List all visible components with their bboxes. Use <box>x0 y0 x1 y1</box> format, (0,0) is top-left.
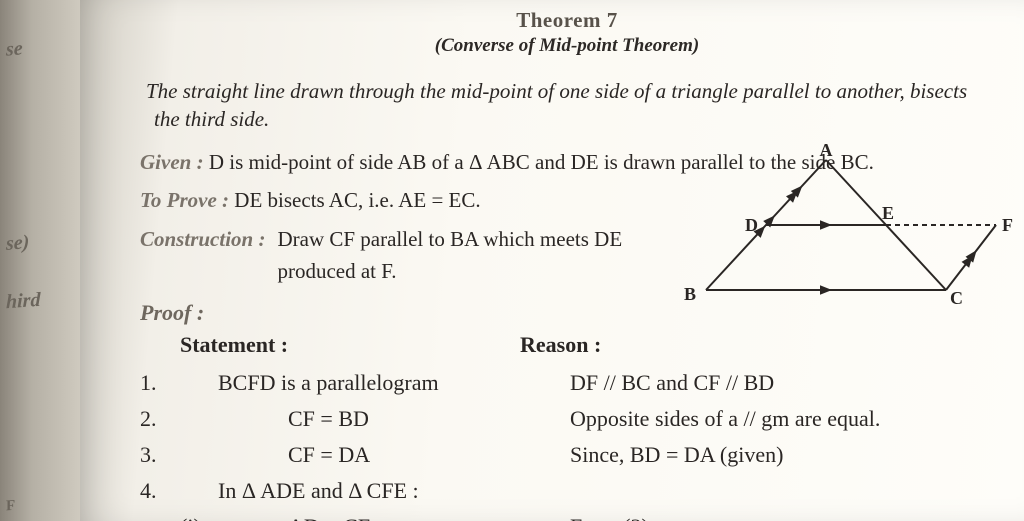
row-num: 1. <box>140 370 168 396</box>
svg-text:A: A <box>820 140 833 160</box>
row-stmt: AD = CF <box>268 514 520 521</box>
construction-text-2: produced at F. <box>277 259 396 283</box>
svg-text:C: C <box>950 288 963 308</box>
row-reason: DF // BC and CF // BD <box>570 370 994 396</box>
statement-header: Statement : <box>140 332 470 358</box>
row-stmt: CF = BD <box>218 406 520 432</box>
row-num: 2. <box>140 406 168 432</box>
proof-row: 3. CF = DA Since, BD = DA (given) <box>140 442 994 468</box>
toprove-text: DE bisects AC, i.e. AE = EC. <box>234 188 480 212</box>
given-label: Given : <box>140 150 204 174</box>
proof-columns: Statement : Reason : <box>140 332 994 370</box>
row-stmt: In Δ ADE and Δ CFE : <box>218 478 520 504</box>
row-reason: Since, BD = DA (given) <box>570 442 994 468</box>
construction-label: Construction : <box>140 223 265 256</box>
edge-text-3: hird <box>6 289 40 314</box>
row-num: 3. <box>140 442 168 468</box>
proof-row: (i) AD = CF From (3) <box>140 514 994 521</box>
page-content: Theorem 7 (Converse of Mid-point Theorem… <box>80 0 1024 521</box>
svg-text:F: F <box>1002 215 1013 235</box>
svg-text:B: B <box>684 284 696 304</box>
edge-text-4: F <box>6 498 15 516</box>
row-reason: Opposite sides of a // gm are equal. <box>570 406 994 432</box>
edge-text-1: se <box>6 37 23 61</box>
proof-row: 2. CF = BD Opposite sides of a // gm are… <box>140 406 994 432</box>
theorem-number: Theorem 7 <box>140 8 994 33</box>
reason-header: Reason : <box>520 332 994 358</box>
row-stmt: BCFD is a parallelogram <box>218 370 520 396</box>
construction-text-1: Draw CF parallel to BA which meets DE <box>277 227 622 251</box>
edge-text-2: se) <box>6 231 29 256</box>
row-stmt: CF = DA <box>218 442 520 468</box>
svg-text:E: E <box>882 203 894 223</box>
toprove-label: To Prove : <box>140 188 229 212</box>
proof-row: 4. In Δ ADE and Δ CFE : <box>140 478 994 504</box>
book-spine <box>0 0 80 521</box>
theorem-subtitle: (Converse of Mid-point Theorem) <box>140 35 994 57</box>
row-num: 4. <box>140 478 168 504</box>
row-num: (i) <box>180 514 218 521</box>
svg-text:D: D <box>745 215 758 235</box>
triangle-diagram: ABCDEF <box>686 150 1006 310</box>
row-reason: From (3) <box>570 514 994 521</box>
theorem-statement: The straight line drawn through the mid-… <box>140 77 994 134</box>
proof-row: 1. BCFD is a parallelogram DF // BC and … <box>140 370 994 396</box>
